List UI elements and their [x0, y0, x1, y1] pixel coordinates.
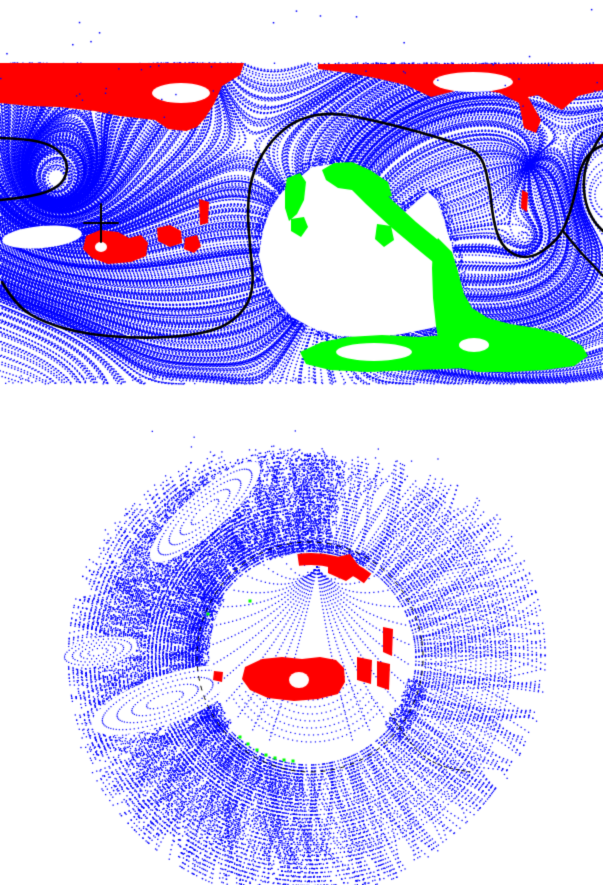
figure-container	[0, 0, 603, 885]
fieldline-visualization-canvas	[0, 0, 603, 885]
